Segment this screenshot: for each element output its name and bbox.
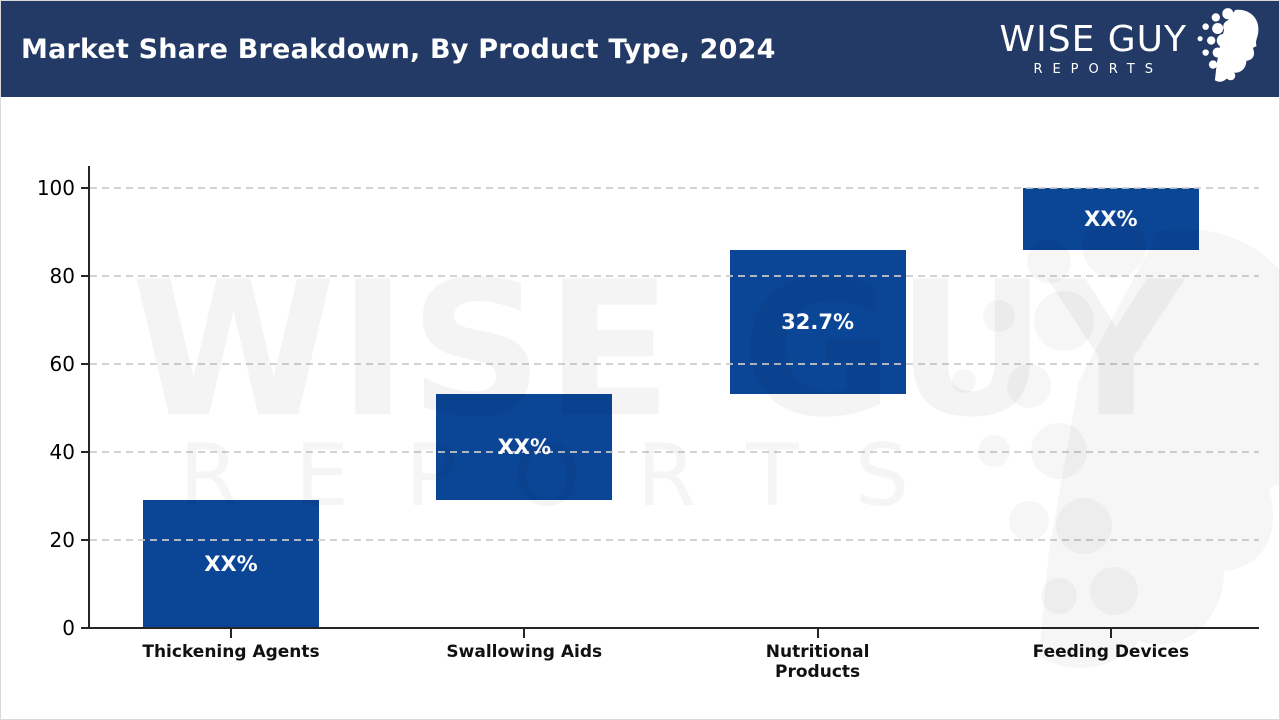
bar-nutritional-products [729,250,906,394]
x-tick-mark [816,629,819,638]
x-tick-mark [1109,629,1112,638]
y-tick-label: 0 [62,616,75,640]
y-axis-spine [88,166,90,629]
y-tick-label: 80 [49,264,75,288]
x-axis-spine [88,627,1259,629]
header-bar: Market Share Breakdown, By Product Type,… [1,1,1279,97]
gridline-20 [90,539,1259,541]
y-tick-label: 60 [49,352,75,376]
gridline-60 [90,363,1259,365]
y-tick-mark [81,275,89,277]
bar-value-label: 32.7% [781,309,855,334]
x-category-label-feeding-devices: Feeding Devices [1032,642,1190,662]
bar-feeding-devices [1022,188,1199,251]
x-category-label-nutritional-products: Nutritional Products [765,642,870,683]
y-tick-mark [81,451,89,453]
x-tick-mark [230,629,232,638]
gridline-40 [90,451,1259,453]
chart-title: Market Share Breakdown, By Product Type,… [21,33,776,65]
y-tick-mark [81,539,89,541]
y-tick-label: 100 [36,176,75,200]
x-category-label-thickening-agents: Thickening Agents [142,642,320,662]
x-category-label-swallowing-aids: Swallowing Aids [446,642,603,662]
gridline-80 [90,275,1259,277]
brand-name: WISE GUY [999,18,1187,60]
gridline-100 [90,187,1259,189]
y-tick-mark [81,627,89,629]
bar-swallowing-aids [436,393,613,501]
wiseguy-face-logo-icon [1189,6,1263,92]
bar-value-label: XX% [204,552,258,577]
brand-logo: WISE GUY REPORTS [1000,6,1264,92]
bar-thickening-agents [143,500,319,628]
bar-value-label: XX% [1084,207,1138,232]
y-tick-mark [81,187,89,189]
y-tick-mark [81,363,89,365]
y-tick-label: 40 [49,440,75,464]
x-tick-mark [523,629,526,638]
brand-subname: REPORTS [1033,61,1164,77]
y-tick-label: 20 [49,528,75,552]
brand-wordmark: WISE GUY REPORTS [999,18,1188,77]
bar-value-label: XX% [497,435,552,460]
